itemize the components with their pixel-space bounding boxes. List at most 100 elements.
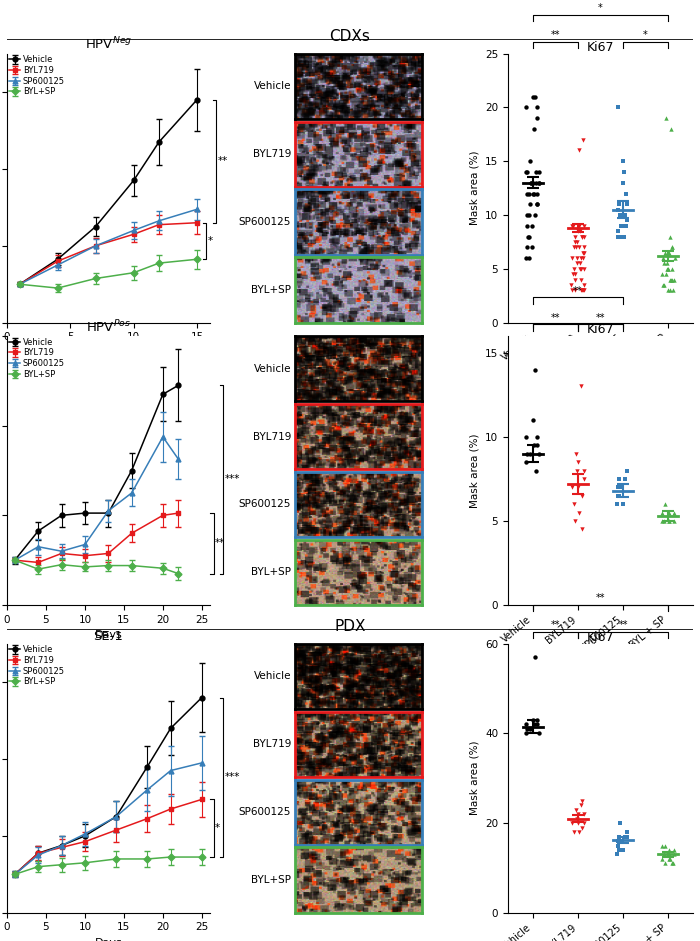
Point bbox=[524, 722, 536, 737]
Point bbox=[571, 463, 582, 478]
Title: SE-1: SE-1 bbox=[93, 630, 123, 643]
Point bbox=[570, 514, 581, 529]
Point bbox=[524, 186, 535, 201]
Point bbox=[522, 218, 533, 233]
Title: Ki67: Ki67 bbox=[587, 40, 614, 54]
Point bbox=[664, 229, 676, 244]
Point bbox=[669, 250, 680, 265]
Point bbox=[522, 229, 533, 244]
Point bbox=[663, 514, 674, 529]
Point bbox=[521, 455, 532, 470]
Point bbox=[618, 165, 629, 180]
Point bbox=[612, 100, 624, 115]
Point bbox=[612, 497, 623, 512]
Title: $\mathregular{HPV}^{Neg}$: $\mathregular{HPV}^{Neg}$ bbox=[85, 36, 132, 53]
Point bbox=[617, 497, 629, 512]
Y-axis label: SP600125: SP600125 bbox=[239, 217, 291, 227]
Y-axis label: BYL719: BYL719 bbox=[253, 432, 291, 441]
Point bbox=[533, 175, 545, 190]
Point bbox=[620, 186, 631, 201]
Point bbox=[578, 283, 589, 298]
Y-axis label: Mask area (%): Mask area (%) bbox=[470, 151, 480, 226]
Y-axis label: Vehicle: Vehicle bbox=[253, 671, 291, 681]
Point bbox=[566, 278, 577, 293]
Point bbox=[575, 262, 587, 277]
Point bbox=[577, 250, 588, 265]
Point bbox=[620, 829, 631, 844]
Point bbox=[662, 262, 673, 277]
Point bbox=[614, 229, 625, 244]
Point bbox=[521, 429, 532, 444]
X-axis label: Days: Days bbox=[94, 938, 122, 941]
Point bbox=[577, 246, 588, 261]
Point bbox=[568, 240, 580, 255]
Text: **: ** bbox=[551, 620, 560, 630]
Point bbox=[614, 488, 625, 503]
Point bbox=[521, 250, 532, 265]
Point bbox=[573, 806, 584, 821]
Point bbox=[617, 175, 629, 190]
Point bbox=[578, 463, 589, 478]
Point bbox=[577, 229, 588, 244]
Point bbox=[567, 480, 578, 495]
Point bbox=[531, 175, 542, 190]
Point bbox=[571, 256, 582, 271]
Point bbox=[665, 283, 676, 298]
Legend: Vehicle, BYL719, SP600125, BYL+SP: Vehicle, BYL719, SP600125, BYL+SP bbox=[8, 338, 65, 378]
Point bbox=[568, 218, 579, 233]
Text: *: * bbox=[208, 236, 213, 246]
Point bbox=[668, 514, 680, 529]
Point bbox=[575, 250, 587, 265]
Point bbox=[528, 186, 539, 201]
Point bbox=[577, 283, 588, 298]
Point bbox=[524, 208, 535, 223]
Point bbox=[532, 197, 543, 212]
Legend: Vehicle, BYL719, SP600125, BYL+SP: Vehicle, BYL719, SP600125, BYL+SP bbox=[8, 646, 65, 686]
Point bbox=[662, 256, 673, 271]
Title: Ki67: Ki67 bbox=[587, 323, 614, 336]
Point bbox=[620, 218, 631, 233]
Point bbox=[573, 816, 584, 831]
Point bbox=[570, 240, 582, 255]
Point bbox=[531, 100, 542, 115]
Point bbox=[521, 446, 532, 461]
Point bbox=[566, 218, 578, 233]
Point bbox=[668, 505, 679, 520]
Point bbox=[659, 838, 670, 853]
Point bbox=[527, 175, 538, 190]
Point bbox=[612, 838, 624, 853]
Y-axis label: Vehicle: Vehicle bbox=[253, 81, 291, 91]
Point bbox=[571, 250, 582, 265]
Point bbox=[614, 471, 625, 486]
Point bbox=[570, 266, 581, 281]
Point bbox=[659, 497, 670, 512]
Point bbox=[614, 208, 625, 223]
Point bbox=[575, 272, 587, 287]
Point bbox=[569, 234, 580, 249]
Point bbox=[528, 717, 539, 732]
Point bbox=[666, 272, 677, 287]
Point bbox=[614, 842, 625, 857]
Point bbox=[574, 224, 585, 239]
Y-axis label: Mask area (%): Mask area (%) bbox=[470, 433, 480, 508]
Point bbox=[575, 379, 587, 394]
Point bbox=[573, 505, 584, 520]
Text: **: ** bbox=[551, 312, 560, 323]
Y-axis label: BYL719: BYL719 bbox=[253, 150, 291, 159]
Point bbox=[526, 175, 537, 190]
Text: **: ** bbox=[618, 620, 628, 630]
Text: ***: *** bbox=[225, 474, 240, 485]
Y-axis label: SP600125: SP600125 bbox=[239, 500, 291, 509]
Point bbox=[573, 824, 584, 839]
Point bbox=[528, 121, 539, 136]
Point bbox=[527, 712, 538, 727]
Point bbox=[524, 229, 535, 244]
Point bbox=[657, 278, 668, 293]
Point bbox=[656, 838, 667, 853]
Point bbox=[663, 847, 674, 862]
Point bbox=[579, 229, 590, 244]
Point bbox=[664, 505, 675, 520]
Point bbox=[666, 856, 678, 871]
Point bbox=[612, 847, 623, 862]
Point bbox=[531, 438, 542, 453]
